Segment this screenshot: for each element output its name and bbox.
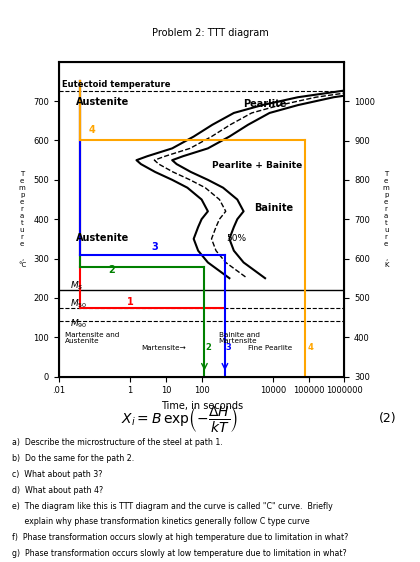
Text: Martensite→: Martensite→ (141, 345, 186, 351)
Text: a)  Describe the microstructure of the steel at path 1.: a) Describe the microstructure of the st… (13, 438, 223, 447)
Text: Fine Pearlite: Fine Pearlite (248, 345, 292, 351)
Text: $M_{90}$: $M_{90}$ (70, 318, 87, 330)
Text: Pearlite + Bainite: Pearlite + Bainite (213, 161, 302, 170)
Text: $M_{50}$: $M_{50}$ (70, 297, 87, 310)
Text: $M_S$: $M_S$ (70, 279, 83, 292)
Text: 3: 3 (152, 242, 158, 252)
Text: Bainite and: Bainite and (219, 332, 260, 338)
Text: Austenite: Austenite (76, 233, 129, 243)
Text: Martensite: Martensite (219, 338, 257, 344)
Text: Martensite and: Martensite and (65, 332, 119, 338)
Text: g)  Phase transformation occurs slowly at low temperature due to limitation in w: g) Phase transformation occurs slowly at… (13, 549, 347, 558)
Text: explain why phase transformation kinetics generally follow C type curve: explain why phase transformation kinetic… (13, 518, 310, 527)
Y-axis label: T
e
m
p
e
r
a
t
u
r
e
 
,
K: T e m p e r a t u r e , K (383, 171, 390, 268)
X-axis label: Time, in seconds: Time, in seconds (160, 401, 243, 411)
Text: Austenite: Austenite (65, 338, 100, 344)
Text: Eutectoid temperature: Eutectoid temperature (62, 80, 170, 89)
Text: 2: 2 (109, 265, 116, 275)
Text: 4: 4 (89, 125, 96, 135)
Text: 50%: 50% (226, 234, 247, 243)
Y-axis label: T
e
m
p
e
r
a
t
u
r
e
 
,
°C: T e m p e r a t u r e , °C (18, 171, 26, 268)
Text: Bainite: Bainite (255, 203, 294, 214)
Text: e)  The diagram like this is TTT diagram and the curve is called "C" curve.  Bri: e) The diagram like this is TTT diagram … (13, 502, 333, 511)
Text: 1: 1 (127, 297, 134, 306)
Text: 4: 4 (307, 343, 313, 352)
Text: Austenite: Austenite (76, 97, 129, 107)
Text: c)  What about path 3?: c) What about path 3? (13, 470, 103, 479)
Text: 2: 2 (206, 343, 212, 352)
Text: b)  Do the same for the path 2.: b) Do the same for the path 2. (13, 454, 135, 463)
Text: 3: 3 (226, 343, 231, 352)
Text: d)  What about path 4?: d) What about path 4? (13, 486, 104, 495)
Text: f)  Phase transformation occurs slowly at high temperature due to limitation in : f) Phase transformation occurs slowly at… (13, 533, 349, 542)
Text: Problem 2: TTT diagram: Problem 2: TTT diagram (152, 28, 268, 38)
Text: Pearlite: Pearlite (244, 99, 287, 109)
Text: (2): (2) (379, 412, 396, 425)
Text: $X_i = B\,\exp\!\left(-\dfrac{\Delta H}{kT}\right)$: $X_i = B\,\exp\!\left(-\dfrac{\Delta H}{… (121, 404, 239, 434)
